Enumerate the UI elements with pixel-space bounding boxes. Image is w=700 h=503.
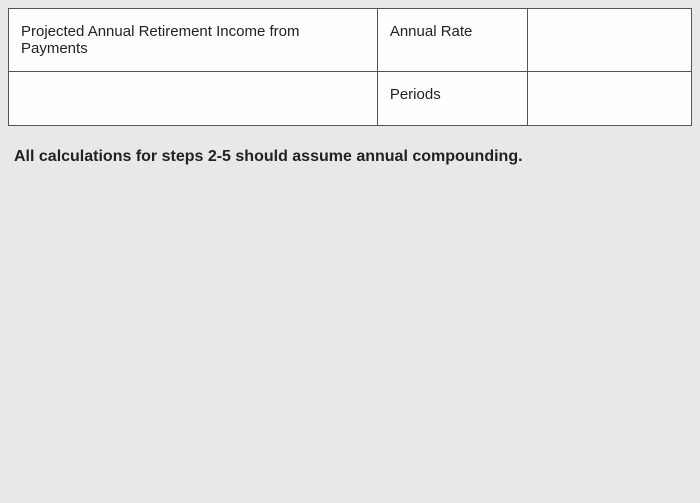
table-row: Projected Annual Retirement Income from … — [9, 9, 692, 72]
cell-annual-rate-label: Annual Rate — [377, 9, 527, 72]
cell-annual-rate-value — [528, 9, 692, 72]
cell-empty — [9, 72, 378, 126]
retirement-table: Projected Annual Retirement Income from … — [8, 8, 692, 126]
table-row: Periods — [9, 72, 692, 126]
cell-periods-label: Periods — [377, 72, 527, 126]
cell-projected-income: Projected Annual Retirement Income from … — [9, 9, 378, 72]
cell-periods-value — [528, 72, 692, 126]
table-container: Projected Annual Retirement Income from … — [0, 0, 700, 126]
calculation-note: All calculations for steps 2-5 should as… — [0, 126, 700, 188]
